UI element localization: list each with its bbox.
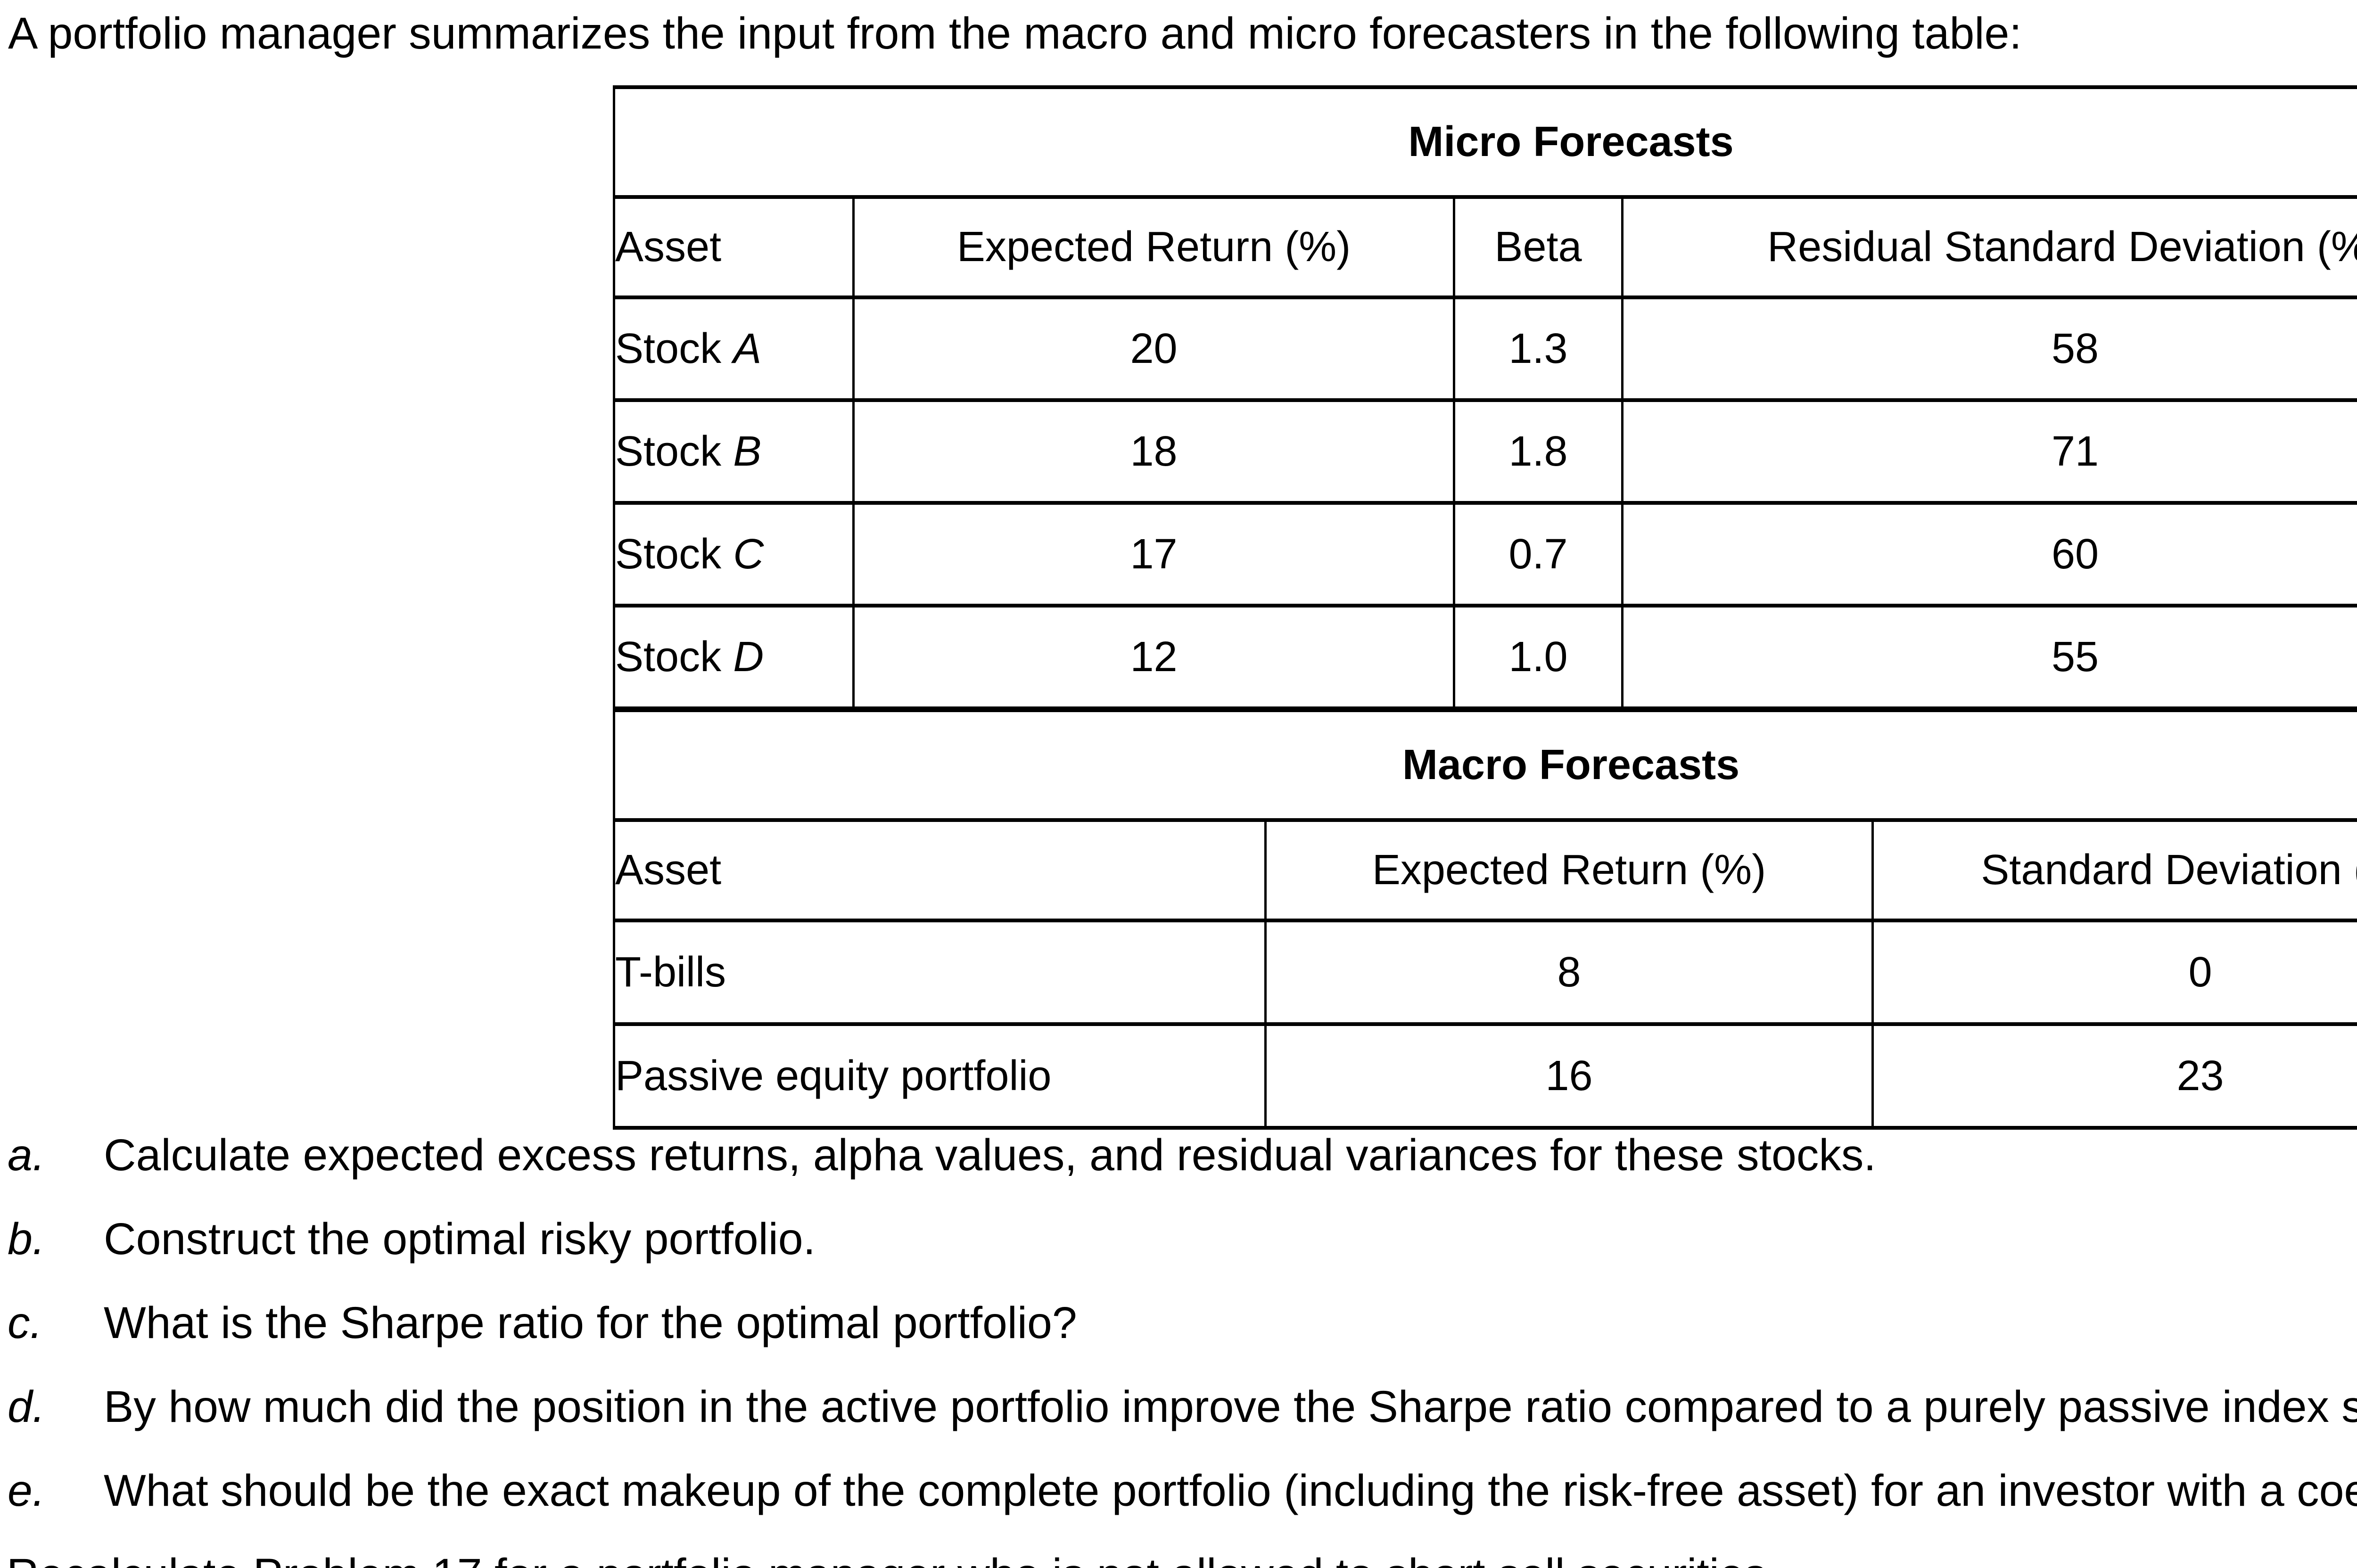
question-item-a: a. Calculate expected excess returns, al… <box>0 1133 2357 1178</box>
question-label-c: c. <box>8 1298 42 1348</box>
question-label-d: d. <box>8 1382 45 1432</box>
micro-title-row: Micro Forecasts <box>613 85 2357 199</box>
question-text-d: By how much did the position in the acti… <box>104 1382 2357 1432</box>
stock-b-expected-return: 18 <box>852 398 1455 505</box>
micro-header-beta: Beta <box>1453 195 1624 299</box>
question-text-c: What is the Sharpe ratio for the optimal… <box>104 1298 1077 1348</box>
table-row-stock-b: Stock B 18 1.8 71 <box>613 398 2357 505</box>
micro-forecasts-table: Micro Forecasts Asset Expected Return (%… <box>613 85 2357 710</box>
stock-a-residual-sd: 58 <box>1621 296 2357 402</box>
stock-b-asset-cell: Stock B <box>613 398 855 505</box>
passive-equity-asset-cell: Passive equity portfolio <box>613 1022 1267 1130</box>
asset-symbol: A <box>733 325 762 372</box>
asset-symbol: C <box>733 530 764 578</box>
macro-title-row: Macro Forecasts <box>612 708 2357 822</box>
asset-symbol: B <box>733 427 762 475</box>
micro-table-title: Micro Forecasts <box>613 85 2357 199</box>
tbills-asset-cell: T-bills <box>613 919 1267 1026</box>
question-item-d: d. By how much did the position in the a… <box>0 1385 2357 1429</box>
macro-forecasts-table: Macro Forecasts Asset Expected Return (%… <box>612 708 2357 1130</box>
question-label-e: e. <box>8 1466 45 1516</box>
question-item-e: e. What should be the exact makeup of th… <box>0 1469 2357 1513</box>
question-text-b: Construct the optimal risky portfolio. <box>104 1214 816 1264</box>
macro-header-row: Asset Expected Return (%) Standard Devia… <box>613 818 2357 922</box>
table-row-passive-equity: Passive equity portfolio 16 23 <box>613 1022 2357 1130</box>
macro-header-sd: Standard Deviation (%) <box>1871 818 2357 922</box>
question-text-a: Calculate expected excess returns, alpha… <box>104 1130 1876 1180</box>
passive-equity-expected-return: 16 <box>1264 1022 1874 1130</box>
asset-prefix: Stock <box>615 427 722 475</box>
macro-table-title: Macro Forecasts <box>612 708 2357 822</box>
stock-c-beta: 0.7 <box>1453 501 1624 607</box>
question-text-e: What should be the exact makeup of the c… <box>104 1466 2357 1516</box>
micro-header-residual-sd: Residual Standard Deviation (%) <box>1621 195 2357 299</box>
partial-text-line: Recalculate Problem 17 for a portfolio m… <box>7 1552 1779 1568</box>
table-row-stock-d: Stock D 12 1.0 55 <box>613 604 2357 710</box>
stock-c-residual-sd: 60 <box>1621 501 2357 607</box>
stock-d-residual-sd: 55 <box>1621 604 2357 710</box>
passive-equity-sd: 23 <box>1871 1022 2357 1130</box>
stock-c-asset-cell: Stock C <box>613 501 855 607</box>
asset-prefix: Stock <box>615 530 722 578</box>
micro-header-row: Asset Expected Return (%) Beta Residual … <box>613 195 2357 299</box>
stock-c-expected-return: 17 <box>852 501 1455 607</box>
stock-d-beta: 1.0 <box>1453 604 1624 710</box>
stock-a-expected-return: 20 <box>852 296 1455 402</box>
question-item-c: c. What is the Sharpe ratio for the opti… <box>0 1301 2357 1346</box>
macro-header-asset: Asset <box>613 818 1267 922</box>
stock-a-beta: 1.3 <box>1453 296 1624 402</box>
stock-d-expected-return: 12 <box>852 604 1455 710</box>
stock-a-asset-cell: Stock A <box>613 296 855 402</box>
tbills-sd: 0 <box>1871 919 2357 1026</box>
asset-symbol: D <box>733 633 764 681</box>
table-row-stock-c: Stock C 17 0.7 60 <box>613 501 2357 607</box>
stock-d-asset-cell: Stock D <box>613 604 855 710</box>
table-row-tbills: T-bills 8 0 <box>613 919 2357 1026</box>
question-label-b: b. <box>8 1214 45 1264</box>
asset-prefix: Stock <box>615 325 722 372</box>
asset-prefix: Stock <box>615 633 722 681</box>
stock-b-beta: 1.8 <box>1453 398 1624 505</box>
intro-text: A portfolio manager summarizes the input… <box>8 8 2022 58</box>
micro-header-expected-return: Expected Return (%) <box>852 195 1455 299</box>
tbills-expected-return: 8 <box>1264 919 1874 1026</box>
micro-header-asset: Asset <box>613 195 855 299</box>
question-label-a: a. <box>8 1130 45 1180</box>
table-row-stock-a: Stock A 20 1.3 58 <box>613 296 2357 402</box>
question-item-b: b. Construct the optimal risky portfolio… <box>0 1217 2357 1262</box>
macro-header-expected-return: Expected Return (%) <box>1264 818 1874 922</box>
stock-b-residual-sd: 71 <box>1621 398 2357 505</box>
